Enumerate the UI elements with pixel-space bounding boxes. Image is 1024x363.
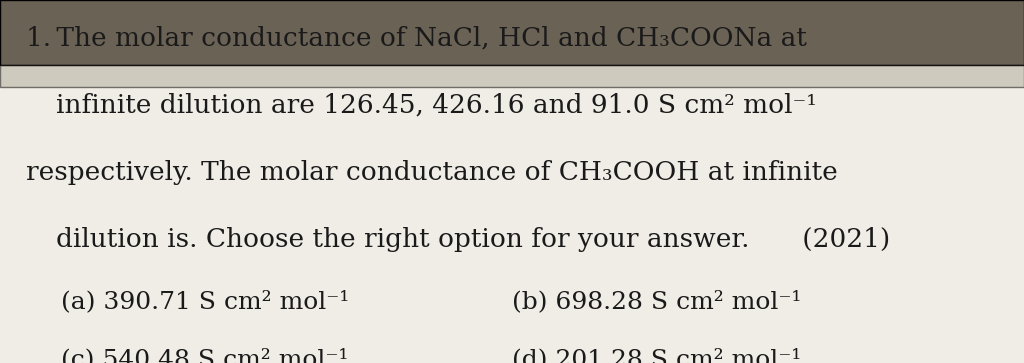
- FancyBboxPatch shape: [0, 0, 1024, 65]
- Text: (b) 698.28 S cm² mol⁻¹: (b) 698.28 S cm² mol⁻¹: [512, 290, 802, 313]
- FancyBboxPatch shape: [0, 65, 1024, 87]
- Text: dilution is. Choose the right option for your answer.  (2021): dilution is. Choose the right option for…: [56, 227, 891, 252]
- Text: (c) 540.48 S cm² mol⁻¹: (c) 540.48 S cm² mol⁻¹: [61, 348, 349, 363]
- Text: (a) 390.71 S cm² mol⁻¹: (a) 390.71 S cm² mol⁻¹: [61, 290, 350, 313]
- Text: (d) 201.28 S cm² mol⁻¹: (d) 201.28 S cm² mol⁻¹: [512, 348, 802, 363]
- Text: infinite dilution are 126.45, 426.16 and 91.0 S cm² mol⁻¹: infinite dilution are 126.45, 426.16 and…: [56, 93, 817, 118]
- Text: respectively. The molar conductance of CH₃COOH at infinite: respectively. The molar conductance of C…: [26, 160, 838, 185]
- Text: 1. The molar conductance of NaCl, HCl and CH₃COONa at: 1. The molar conductance of NaCl, HCl an…: [26, 25, 807, 50]
